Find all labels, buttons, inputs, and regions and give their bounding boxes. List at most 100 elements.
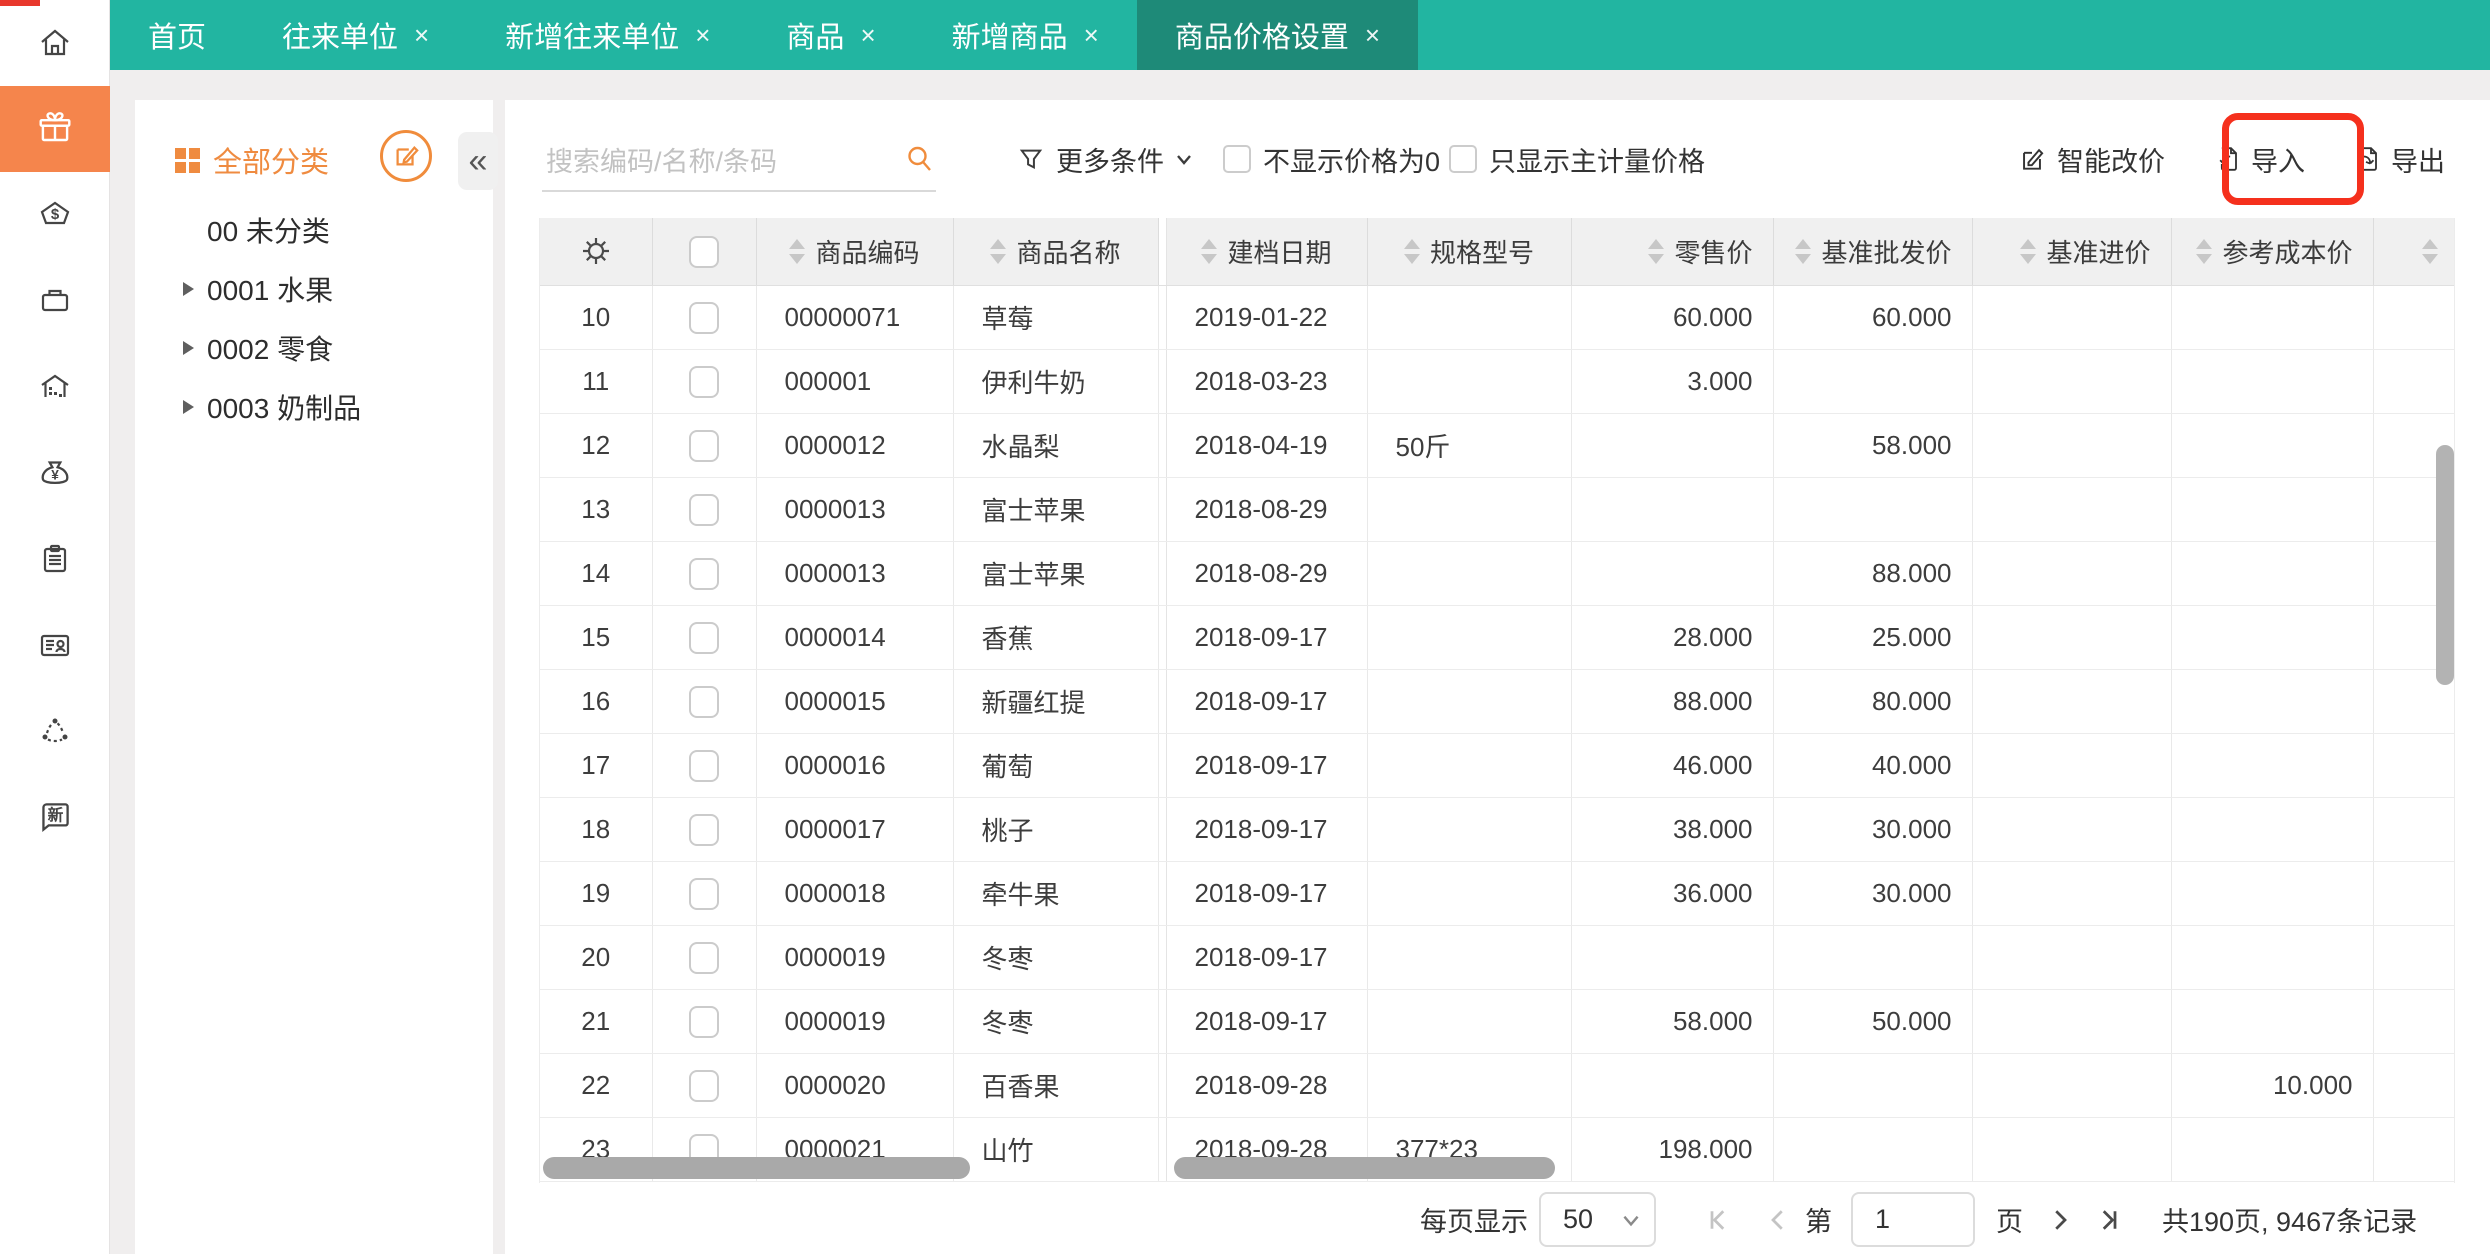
- sort-icon[interactable]: [1201, 238, 1218, 264]
- cell-cost-price: 10.000: [2171, 1053, 2374, 1118]
- last-page-button[interactable]: [2095, 1185, 2125, 1254]
- sort-icon[interactable]: [2421, 238, 2438, 264]
- tab-close-icon[interactable]: ×: [695, 19, 711, 50]
- tab-新增往来单位[interactable]: 新增往来单位 ×: [467, 0, 748, 70]
- tab-close-icon[interactable]: ×: [860, 19, 876, 50]
- smart-reprice-button[interactable]: 智能改价: [2017, 140, 2165, 179]
- vertical-scrollbar[interactable]: [2436, 445, 2454, 685]
- table-row[interactable]: 17 0000016 葡萄 2018-09-17 46.000 40.000: [540, 733, 2454, 798]
- hide-zero-price-checkbox[interactable]: [1223, 145, 1251, 173]
- column-header-purchase[interactable]: 基准进价: [1972, 218, 2172, 286]
- cell-name: 伊利牛奶: [953, 349, 1159, 414]
- column-header-code[interactable]: 商品编码: [756, 218, 954, 286]
- table-row[interactable]: 20 0000019 冬枣 2018-09-17: [540, 925, 2454, 990]
- row-checkbox[interactable]: [689, 621, 719, 654]
- expand-arrow-icon[interactable]: [183, 340, 194, 355]
- search-input[interactable]: 搜索编码/名称/条码: [542, 128, 936, 192]
- per-page-select[interactable]: 50: [1539, 1192, 1656, 1247]
- column-header-cost[interactable]: 参考成本价: [2171, 218, 2374, 286]
- sidebar-item-whats-new[interactable]: 新: [0, 774, 110, 860]
- column-header-date[interactable]: 建档日期: [1166, 218, 1368, 286]
- column-header-name[interactable]: 商品名称: [953, 218, 1159, 286]
- table-row[interactable]: 14 0000013 富士苹果 2018-08-29 88.000: [540, 541, 2454, 606]
- sidebar-item-contacts[interactable]: [0, 602, 110, 688]
- sort-icon[interactable]: [990, 238, 1007, 264]
- expand-arrow-icon[interactable]: [183, 281, 194, 296]
- sidebar-item-goods[interactable]: [0, 86, 110, 172]
- table-row[interactable]: 22 0000020 百香果 2018-09-28 10.000: [540, 1053, 2454, 1118]
- table-row[interactable]: 15 0000014 香蕉 2018-09-17 28.000 25.000: [540, 605, 2454, 670]
- sidebar-item-sales[interactable]: [0, 258, 110, 344]
- horizontal-scrollbar-left[interactable]: [543, 1157, 970, 1179]
- sort-icon[interactable]: [789, 238, 806, 264]
- table-row[interactable]: 10 00000071 草莓 2019-01-22 60.000 60.000: [540, 285, 2454, 350]
- row-checkbox[interactable]: [689, 877, 719, 910]
- table-row[interactable]: 21 0000019 冬枣 2018-09-17 58.000 50.000: [540, 989, 2454, 1054]
- hide-zero-price-option[interactable]: 不显示价格为0: [1223, 100, 1440, 218]
- sidebar-item-home[interactable]: [0, 0, 110, 86]
- tab-商品[interactable]: 商品 ×: [748, 0, 913, 70]
- row-checkbox[interactable]: [689, 685, 719, 718]
- select-all-checkbox[interactable]: [689, 235, 719, 268]
- sort-icon[interactable]: [2196, 238, 2213, 264]
- category-tree-item[interactable]: 0002 零食: [135, 318, 493, 377]
- tab-新增商品[interactable]: 新增商品 ×: [914, 0, 1137, 70]
- sidebar-item-finance[interactable]: ¥: [0, 430, 110, 516]
- import-button[interactable]: 导入: [2211, 140, 2305, 179]
- row-number: 17: [540, 733, 653, 798]
- horizontal-scrollbar-right[interactable]: [1174, 1157, 1555, 1179]
- cell-partial: [2373, 349, 2454, 414]
- row-checkbox[interactable]: [689, 749, 719, 782]
- column-header-wholesale[interactable]: 基准批发价: [1773, 218, 1973, 286]
- prev-page-button[interactable]: [1763, 1185, 1793, 1254]
- tab-往来单位[interactable]: 往来单位 ×: [244, 0, 467, 70]
- search-icon[interactable]: [904, 143, 936, 175]
- tab-close-icon[interactable]: ×: [1364, 19, 1381, 50]
- sidebar-item-reports[interactable]: [0, 516, 110, 602]
- cell-wholesale-price: [1773, 925, 1973, 990]
- category-tree-item[interactable]: 00 未分类: [135, 200, 493, 259]
- row-checkbox[interactable]: [689, 941, 719, 974]
- tab-商品价格设置[interactable]: 商品价格设置 ×: [1136, 0, 1419, 70]
- category-tree-item[interactable]: 0003 奶制品: [135, 377, 493, 436]
- edit-category-button[interactable]: [380, 130, 432, 182]
- table-row[interactable]: 12 0000012 水晶梨 2018-04-19 50斤 58.000: [540, 413, 2454, 478]
- column-header-retail[interactable]: 零售价: [1571, 218, 1774, 286]
- row-checkbox[interactable]: [689, 429, 719, 462]
- row-checkbox[interactable]: [689, 1069, 719, 1102]
- sort-icon[interactable]: [1648, 238, 1665, 264]
- only-main-unit-option[interactable]: 只显示主计量价格: [1449, 100, 1705, 218]
- table-row[interactable]: 19 0000018 牵牛果 2018-09-17 36.000 30.000: [540, 861, 2454, 926]
- sidebar-item-purchase[interactable]: $: [0, 172, 110, 258]
- column-header-spec[interactable]: 规格型号: [1367, 218, 1572, 286]
- next-page-button[interactable]: [2045, 1185, 2075, 1254]
- tab-close-icon[interactable]: ×: [1083, 19, 1099, 50]
- sidebar-item-warehouse[interactable]: [0, 344, 110, 430]
- sort-icon[interactable]: [1403, 238, 1420, 264]
- table-row[interactable]: 13 0000013 富士苹果 2018-08-29: [540, 477, 2454, 542]
- row-checkbox[interactable]: [689, 301, 719, 334]
- collapse-panel-button[interactable]: «: [458, 132, 498, 190]
- row-checkbox[interactable]: [689, 365, 719, 398]
- column-header-partial[interactable]: 最: [2373, 218, 2454, 286]
- more-filters-button[interactable]: 更多条件: [1016, 100, 1204, 218]
- first-page-button[interactable]: [1702, 1185, 1732, 1254]
- only-main-unit-checkbox[interactable]: [1449, 145, 1477, 173]
- export-button[interactable]: 导出: [2351, 140, 2445, 179]
- row-checkbox[interactable]: [689, 1005, 719, 1038]
- sort-icon[interactable]: [2020, 238, 2037, 264]
- sidebar-item-share[interactable]: [0, 688, 110, 774]
- tab-首页[interactable]: 首页: [110, 0, 244, 70]
- row-checkbox[interactable]: [689, 557, 719, 590]
- page-number-input[interactable]: 1: [1851, 1192, 1975, 1247]
- sort-icon[interactable]: [1795, 238, 1812, 264]
- column-settings-button[interactable]: [540, 218, 653, 286]
- table-row[interactable]: 16 0000015 新疆红提 2018-09-17 88.000 80.000: [540, 669, 2454, 734]
- table-row[interactable]: 11 000001 伊利牛奶 2018-03-23 3.000: [540, 349, 2454, 414]
- category-tree-item[interactable]: 0001 水果: [135, 259, 493, 318]
- row-checkbox[interactable]: [689, 493, 719, 526]
- expand-arrow-icon[interactable]: [183, 399, 194, 414]
- row-checkbox[interactable]: [689, 813, 719, 846]
- tab-close-icon[interactable]: ×: [414, 19, 430, 50]
- table-row[interactable]: 18 0000017 桃子 2018-09-17 38.000 30.000: [540, 797, 2454, 862]
